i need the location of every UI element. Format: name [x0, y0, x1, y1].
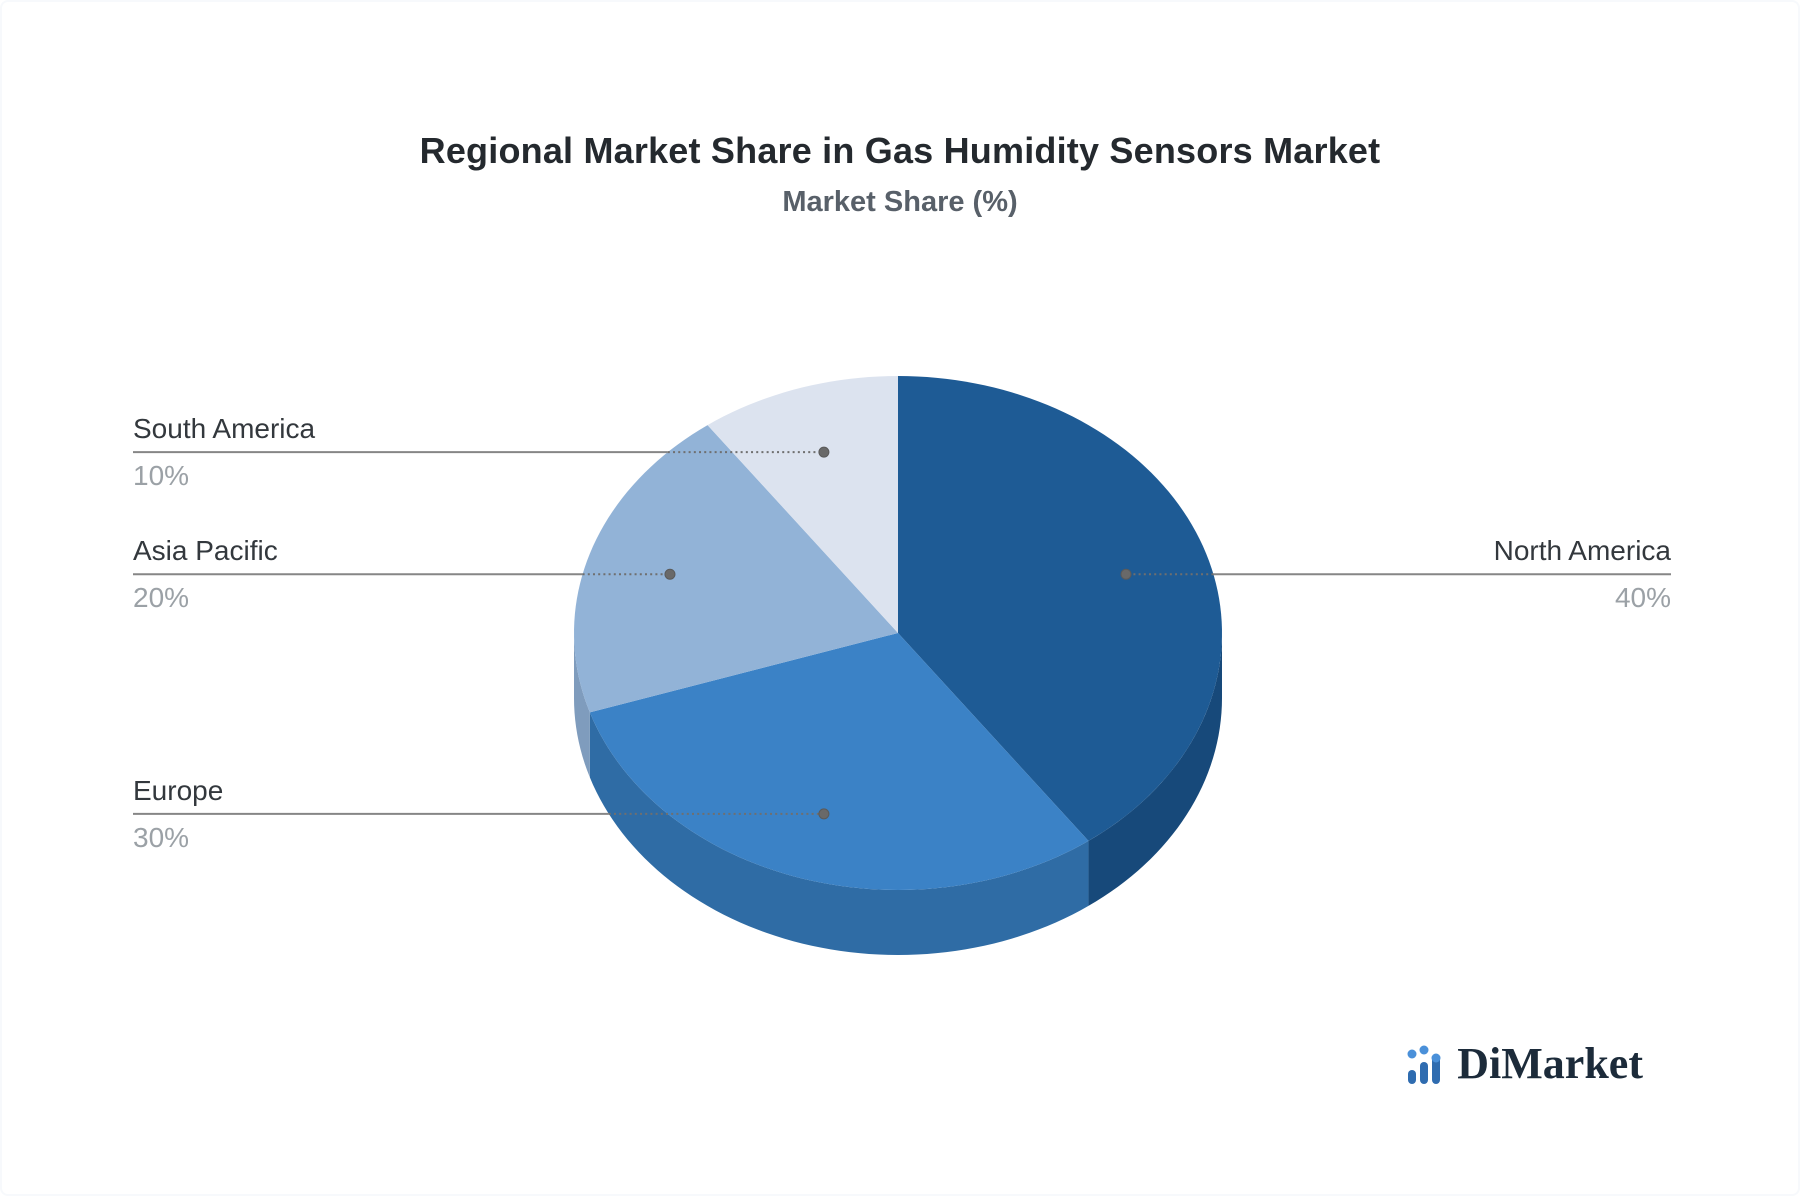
chart-title: Regional Market Share in Gas Humidity Se… — [419, 130, 1381, 171]
icon-dot — [1407, 1049, 1417, 1059]
pie-slice-side-europe — [589, 712, 1089, 955]
pie-slice-south-america — [707, 376, 898, 633]
connector-dot — [664, 568, 676, 580]
connector-dot — [818, 446, 830, 458]
slice-name: North America — [1493, 535, 1671, 567]
connector-dot — [1120, 568, 1132, 580]
brand-logo: DiMarket — [1403, 1042, 1643, 1086]
slice-name: Asia Pacific — [133, 535, 278, 567]
slice-name: South America — [133, 413, 316, 445]
pie-slice-side-asia-pacific — [574, 633, 590, 778]
slice-value: 30% — [133, 821, 190, 853]
brand-name: DiMarket — [1457, 1039, 1643, 1088]
icon-dot — [1431, 1053, 1441, 1063]
bar-dots-chart-icon — [1407, 1045, 1441, 1084]
slice-value: 40% — [1614, 582, 1671, 614]
slice-name: Europe — [133, 774, 224, 806]
icon-bar — [1408, 1070, 1417, 1084]
pie-slice-europe — [589, 633, 1089, 890]
connector-dot — [818, 808, 830, 820]
slice-value: 10% — [133, 460, 190, 492]
pie-slice-asia-pacific — [574, 425, 898, 713]
pie-slice-north-america — [898, 376, 1222, 841]
chart-subtitle: Market Share (%) — [782, 186, 1018, 218]
icon-bar — [1420, 1062, 1429, 1084]
icon-dot — [1419, 1045, 1429, 1055]
slice-value: 20% — [133, 582, 190, 614]
pie-slice-side-north-america — [1088, 633, 1222, 906]
